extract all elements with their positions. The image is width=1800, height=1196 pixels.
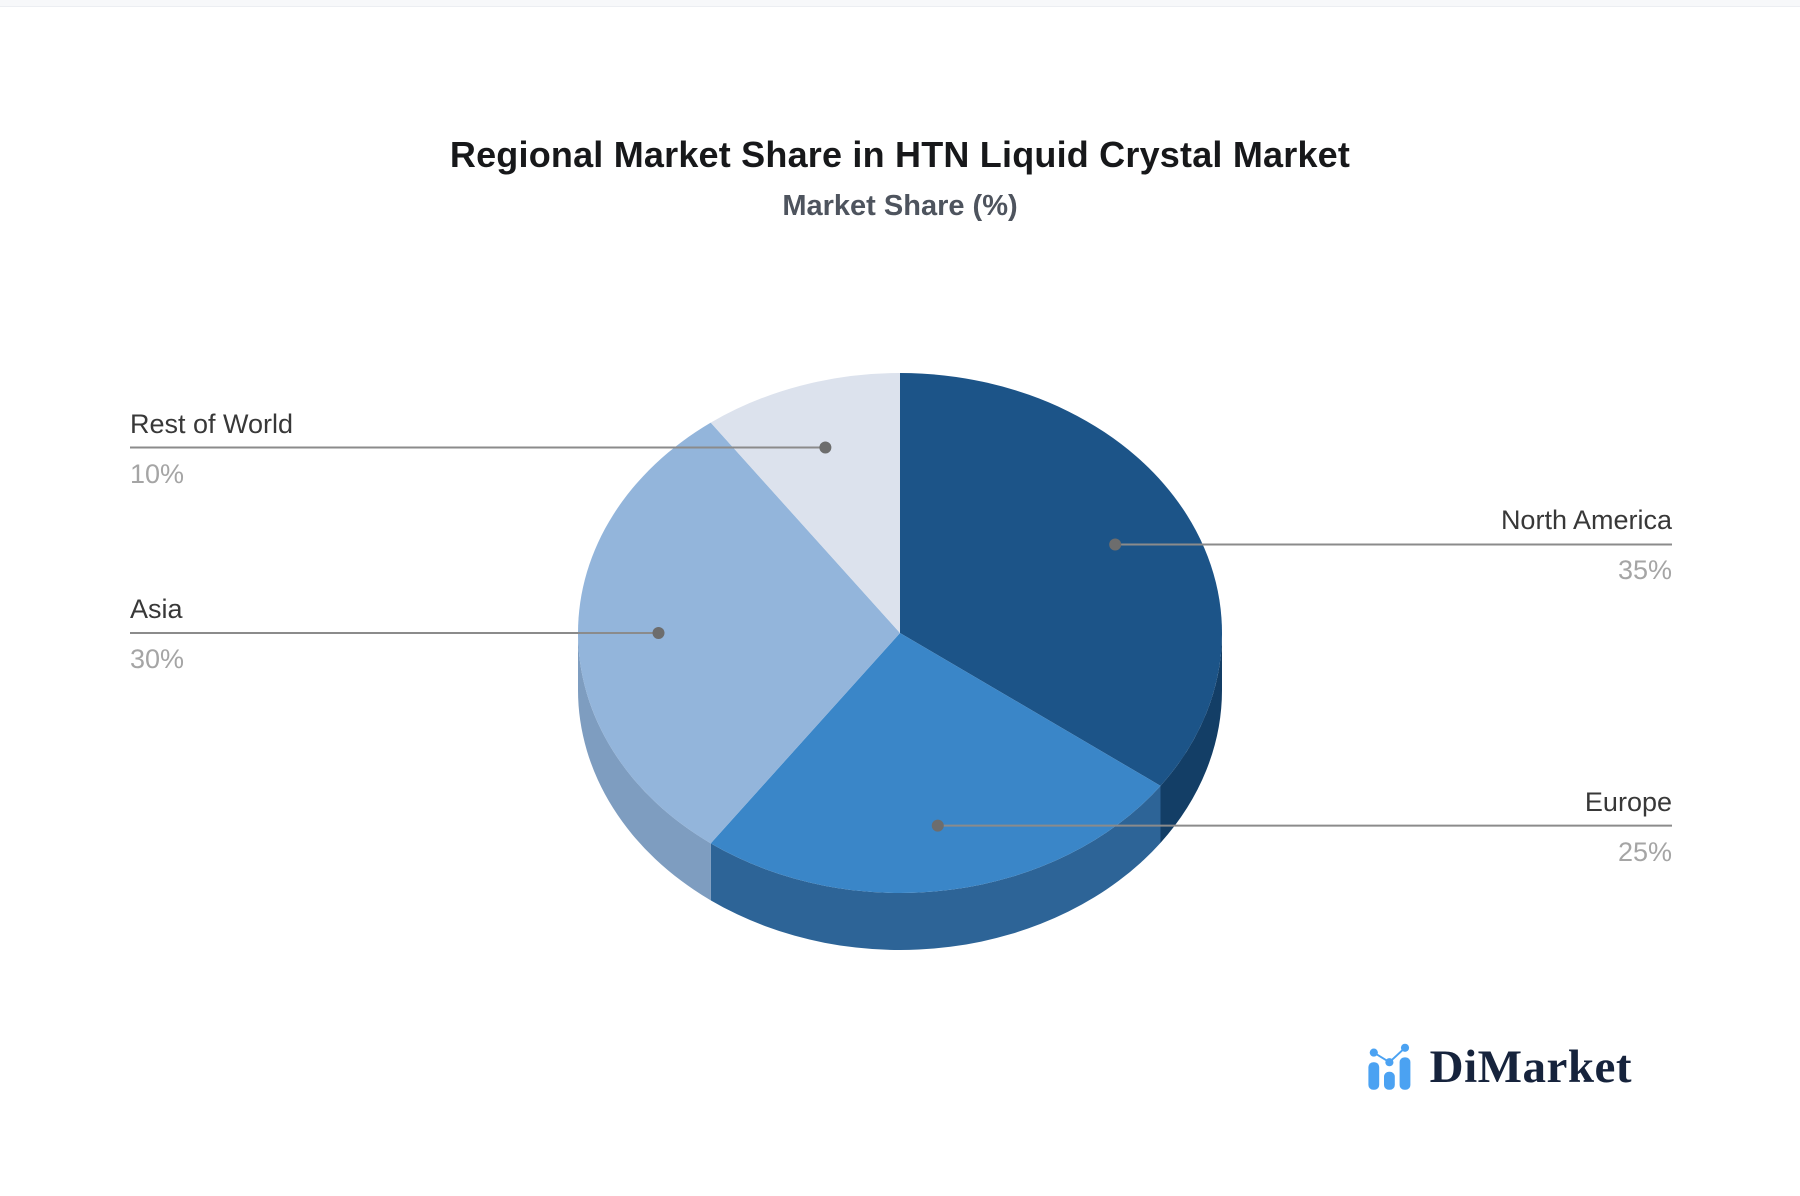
leader-dot-europe bbox=[931, 819, 944, 832]
watermark-logo: DiMarket bbox=[1364, 1036, 1632, 1098]
chart-subtitle: Market Share (%) bbox=[782, 190, 1018, 222]
bar-line-chart-icon bbox=[1368, 1043, 1411, 1090]
pie-slice-depth-asia bbox=[578, 633, 711, 901]
pie-slice-depth-north-america bbox=[1160, 633, 1222, 843]
pie-slice-north-america[interactable] bbox=[900, 373, 1222, 786]
top-strip bbox=[0, 0, 1800, 7]
leader-dot-rest-of-world bbox=[819, 441, 832, 454]
pie-slice-depth-europe bbox=[710, 785, 1161, 950]
pie-slice-rest-of-world[interactable] bbox=[710, 373, 900, 633]
leader-dot-asia bbox=[652, 627, 665, 639]
pie-slice-europe[interactable] bbox=[710, 633, 1161, 893]
pie-slice-asia[interactable] bbox=[577, 422, 900, 844]
brand-name: DiMarket bbox=[1429, 1041, 1632, 1093]
chart-title: Regional Market Share in HTN Liquid Crys… bbox=[449, 134, 1351, 175]
leader-dot-north-america bbox=[1109, 538, 1122, 551]
